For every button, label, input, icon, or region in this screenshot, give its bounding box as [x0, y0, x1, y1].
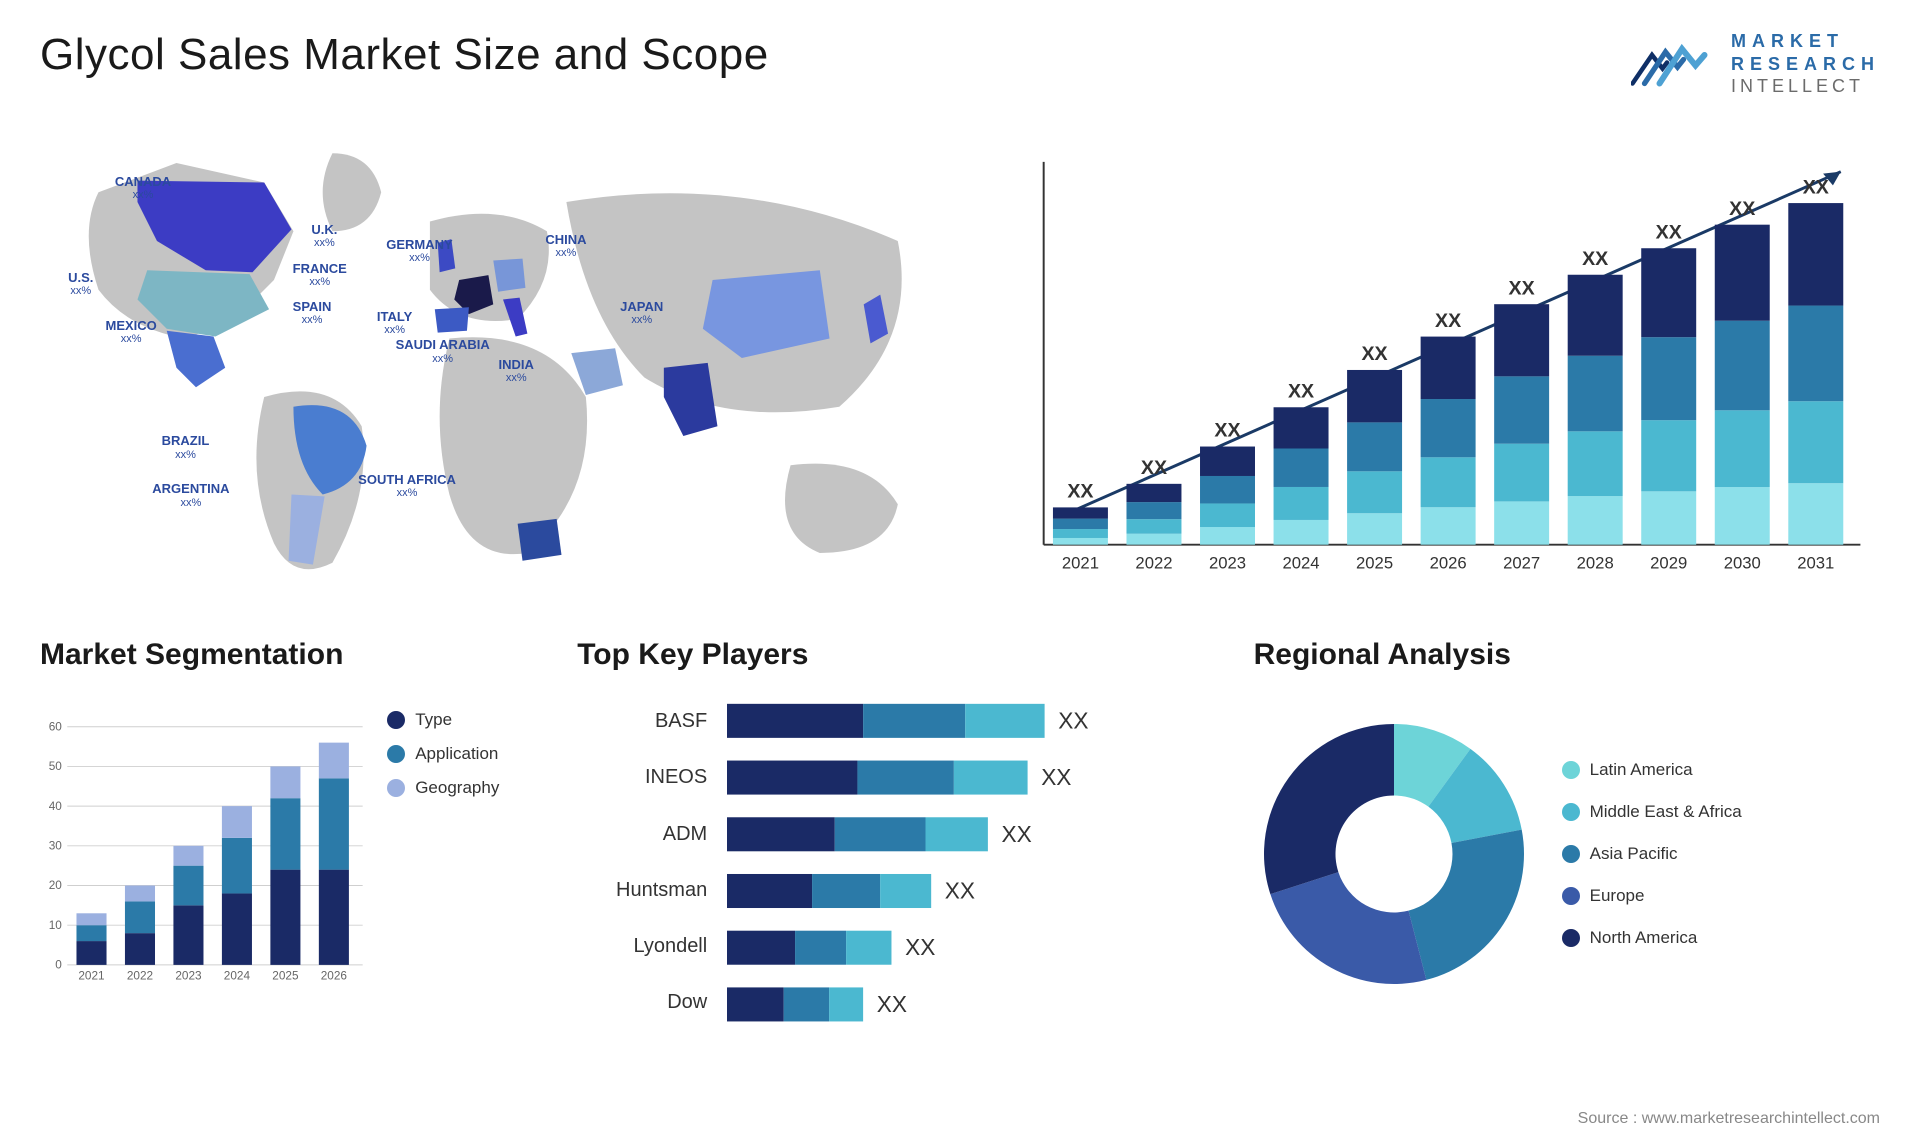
svg-text:2025: 2025 [272, 968, 299, 982]
svg-text:2026: 2026 [321, 968, 348, 982]
svg-text:2031: 2031 [1797, 553, 1834, 572]
region-legend-asia-pacific: Asia Pacific [1562, 844, 1742, 864]
player-label-dow: Dow [577, 991, 707, 1014]
player-label-lyondell: Lyondell [577, 935, 707, 958]
regional-legend: Latin America Middle East & Africa Asia Pa… [1562, 760, 1742, 948]
map-label-japan: JAPANxx% [620, 300, 663, 326]
map-label-argentina: ARGENTINAxx% [152, 482, 229, 508]
region-legend-north-america: North America [1562, 928, 1742, 948]
svg-text:2024: 2024 [1282, 553, 1319, 572]
map-label-canada: CANADAxx% [115, 175, 171, 201]
map-label-germany: GERMANYxx% [386, 238, 452, 264]
brand-logo: MARKET RESEARCH INTELLECT [1631, 30, 1880, 98]
segmentation-panel: Market Segmentation 0 10 20 30 40 50 60 2021 202… [40, 638, 527, 1018]
svg-text:XX: XX [1067, 480, 1093, 502]
svg-text:XX: XX [1508, 277, 1534, 299]
world-map: CANADAxx% U.S.xx% MEXICOxx% BRAZILxx% ARGENT… [40, 118, 976, 598]
svg-text:XX: XX [1214, 419, 1240, 441]
svg-text:50: 50 [49, 759, 63, 773]
svg-text:2030: 2030 [1723, 553, 1760, 572]
seg-legend-geography: Geography [387, 778, 527, 798]
logo-text: MARKET RESEARCH INTELLECT [1731, 30, 1880, 98]
svg-text:2028: 2028 [1576, 553, 1613, 572]
svg-text:XX: XX [1729, 197, 1755, 219]
map-label-uk: U.K.xx% [311, 223, 337, 249]
source-attribution: Source : www.marketresearchintellect.com [1578, 1110, 1880, 1128]
svg-text:40: 40 [49, 798, 63, 812]
svg-text:XX: XX [1361, 343, 1387, 365]
key-players-title: Top Key Players [577, 638, 1203, 672]
svg-text:XX: XX [1002, 820, 1032, 846]
map-label-mexico: MEXICOxx% [106, 319, 157, 345]
seg-legend-type: Type [387, 710, 527, 730]
segmentation-legend: Type Application Geography [387, 690, 527, 1018]
map-label-india: INDIAxx% [499, 358, 534, 384]
svg-text:2021: 2021 [78, 968, 104, 982]
svg-text:20: 20 [49, 878, 63, 892]
key-players-panel: Top Key Players BASF INEOS ADM Huntsman Lyon… [577, 638, 1203, 1018]
map-label-china: CHINAxx% [545, 233, 586, 259]
map-label-us: U.S.xx% [68, 271, 93, 297]
svg-text:XX: XX [877, 990, 907, 1016]
page-title: Glycol Sales Market Size and Scope [40, 30, 769, 80]
map-label-france: FRANCExx% [293, 262, 347, 288]
segmentation-title: Market Segmentation [40, 638, 527, 672]
player-label-ineos: INEOS [577, 766, 707, 789]
player-label-basf: BASF [577, 710, 707, 733]
svg-text:2025: 2025 [1356, 553, 1393, 572]
svg-text:0: 0 [55, 957, 62, 971]
svg-text:XX: XX [1288, 380, 1314, 402]
region-legend-latin-america: Latin America [1562, 760, 1742, 780]
svg-text:30: 30 [49, 838, 63, 852]
svg-text:XX: XX [1802, 176, 1828, 198]
map-label-saudiarabia: SAUDI ARABIAxx% [396, 338, 490, 364]
svg-text:2023: 2023 [1209, 553, 1246, 572]
region-legend-europe: Europe [1562, 886, 1742, 906]
svg-text:2027: 2027 [1503, 553, 1540, 572]
seg-legend-application: Application [387, 744, 527, 764]
regional-panel: Regional Analysis Latin America Middle Ea… [1254, 638, 1880, 1018]
map-label-spain: SPAINxx% [293, 300, 332, 326]
map-label-italy: ITALYxx% [377, 310, 412, 336]
logo-icon [1631, 31, 1721, 96]
forecast-chart: XX 2021 XX 2022 XX 2023 XX 2024 XX 2025 XX 2026 XX 20… [1016, 118, 1880, 598]
svg-text:2023: 2023 [175, 968, 202, 982]
svg-text:XX: XX [905, 934, 935, 960]
key-players-labels: BASF INEOS ADM Huntsman Lyondell Dow [577, 690, 707, 1035]
svg-text:XX: XX [1041, 764, 1071, 790]
svg-text:2022: 2022 [127, 968, 153, 982]
svg-text:2029: 2029 [1650, 553, 1687, 572]
player-label-huntsman: Huntsman [577, 879, 707, 902]
svg-text:2026: 2026 [1429, 553, 1466, 572]
regional-title: Regional Analysis [1254, 638, 1880, 672]
region-legend-middle-east---africa: Middle East & Africa [1562, 802, 1742, 822]
svg-text:2024: 2024 [224, 968, 251, 982]
svg-text:XX: XX [945, 877, 975, 903]
svg-text:XX: XX [1058, 707, 1088, 733]
map-label-brazil: BRAZILxx% [162, 434, 210, 460]
svg-text:2021: 2021 [1062, 553, 1099, 572]
svg-text:XX: XX [1435, 309, 1461, 331]
svg-text:XX: XX [1582, 247, 1608, 269]
svg-text:XX: XX [1655, 221, 1681, 243]
player-label-adm: ADM [577, 823, 707, 846]
svg-text:60: 60 [49, 719, 63, 733]
map-label-southafrica: SOUTH AFRICAxx% [358, 473, 456, 499]
svg-text:10: 10 [49, 917, 63, 931]
svg-text:2022: 2022 [1135, 553, 1172, 572]
svg-text:XX: XX [1141, 457, 1167, 479]
